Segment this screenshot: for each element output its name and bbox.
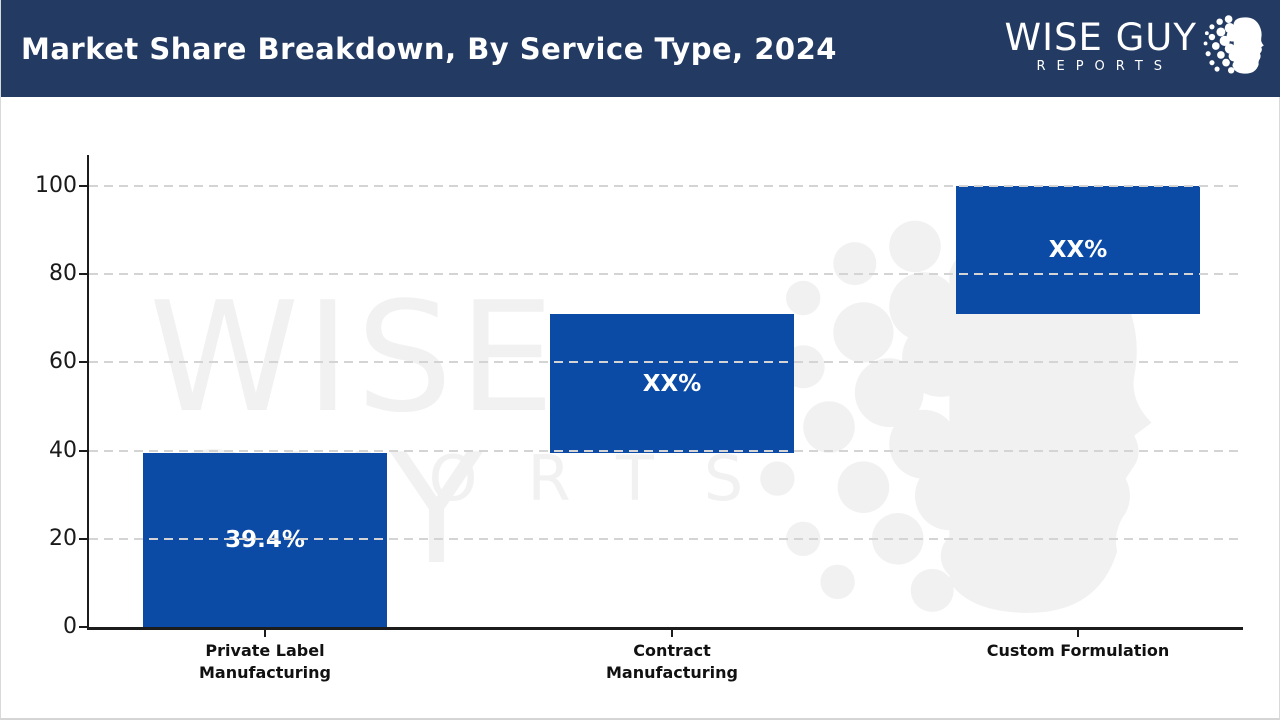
y-tick-label: 60 <box>49 349 77 374</box>
y-tick-label: 20 <box>49 526 77 551</box>
gridline-y40 <box>89 450 1241 452</box>
y-tick-mark <box>79 361 87 363</box>
bar-segment-2: XX% <box>550 314 794 453</box>
gridline-y60 <box>89 361 1241 363</box>
bar-value-label: XX% <box>642 370 702 397</box>
x-tick-mark <box>671 630 673 637</box>
logo-head-icon <box>1203 15 1264 74</box>
bar-segment-1: 39.4% <box>143 453 387 627</box>
x-axis-line <box>87 627 1243 630</box>
y-tick-label: 40 <box>49 438 77 463</box>
wise-guy-reports-logo: WISE GUY REPORTS <box>1005 8 1267 84</box>
y-tick-mark <box>79 273 87 275</box>
logo-text: WISE GUY REPORTS <box>1005 19 1197 73</box>
y-tick-mark <box>79 626 87 628</box>
x-category-label: Private Label Manufacturing <box>199 641 331 682</box>
gridline-y100 <box>89 185 1241 187</box>
x-category-label: Contract Manufacturing <box>606 641 738 682</box>
y-tick-label: 80 <box>49 261 77 286</box>
bar-value-label: 39.4% <box>225 527 305 553</box>
header-band: Market Share Breakdown, By Service Type,… <box>1 0 1280 97</box>
y-tick-mark <box>79 450 87 452</box>
gridline-y20 <box>89 538 1241 540</box>
bar-value-label: XX% <box>1048 237 1108 263</box>
logo-wiseguy-label: WISE GUY <box>1004 16 1197 59</box>
x-category-label: Custom Formulation <box>986 641 1170 660</box>
y-tick-mark <box>79 185 87 187</box>
y-axis-line <box>87 155 89 629</box>
x-tick-mark <box>264 630 266 637</box>
bar-segment-3: XX% <box>956 186 1200 314</box>
gridline-y80 <box>89 273 1241 275</box>
logo-reports-label: REPORTS <box>1036 59 1174 74</box>
chart-title: Market Share Breakdown, By Service Type,… <box>21 31 837 66</box>
y-tick-label: 100 <box>35 173 77 198</box>
x-tick-mark <box>1077 630 1079 637</box>
y-tick-label: 0 <box>63 614 77 639</box>
y-tick-mark <box>79 538 87 540</box>
